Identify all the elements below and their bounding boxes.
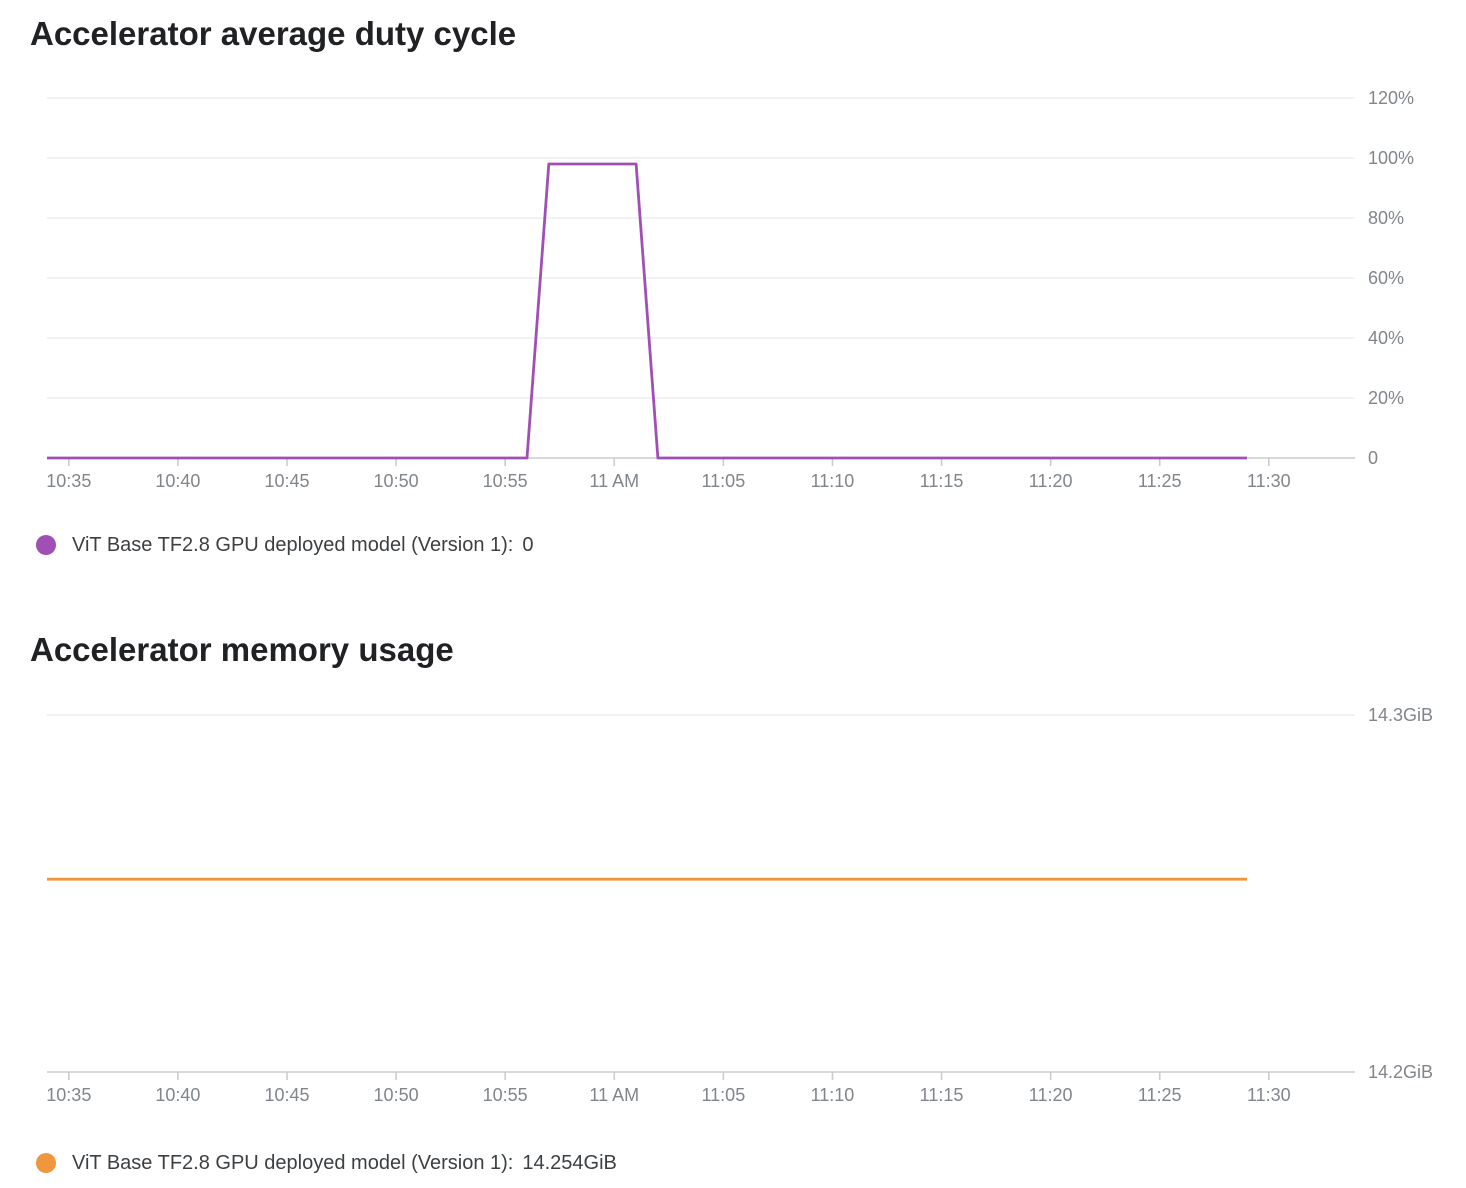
x-tick-label: 11:30 bbox=[1246, 471, 1291, 491]
legend-series-value: 0 bbox=[522, 534, 534, 556]
x-tick-label: 10:45 bbox=[264, 1085, 310, 1105]
y-tick-label: 20% bbox=[1368, 388, 1405, 408]
chart-title-accelerator-memory-usage: Accelerator memory usage bbox=[30, 631, 454, 668]
x-tick-label: 10:55 bbox=[482, 471, 528, 491]
legend-series-dot-icon bbox=[36, 535, 56, 555]
y-tick-label: 14.2GiB bbox=[1368, 1062, 1434, 1082]
legend-memory-usage-series[interactable]: ViT Base TF2.8 GPU deployed model (Versi… bbox=[36, 1150, 617, 1176]
legend-series-value: 14.254GiB bbox=[522, 1152, 617, 1174]
x-tick-label: 10:50 bbox=[373, 471, 419, 491]
x-tick-label: 10:50 bbox=[373, 1085, 419, 1105]
y-tick-label: 0 bbox=[1368, 448, 1379, 468]
legend-duty-cycle-series[interactable]: ViT Base TF2.8 GPU deployed model (Versi… bbox=[36, 532, 533, 558]
y-tick-label: 14.3GiB bbox=[1368, 705, 1434, 725]
y-tick-label: 60% bbox=[1368, 268, 1405, 288]
x-tick-label: 10:40 bbox=[155, 471, 201, 491]
x-tick-label: 11:05 bbox=[701, 471, 746, 491]
legend-series-label: ViT Base TF2.8 GPU deployed model (Versi… bbox=[72, 1152, 514, 1174]
x-tick-label: 11:15 bbox=[919, 1085, 964, 1105]
x-tick-label: 10:35 bbox=[46, 471, 92, 491]
x-tick-label: 11:25 bbox=[1137, 471, 1182, 491]
x-tick-label: 11:30 bbox=[1246, 1085, 1291, 1105]
x-tick-label: 11 AM bbox=[589, 1085, 640, 1105]
x-tick-label: 10:45 bbox=[264, 471, 310, 491]
x-tick-label: 11:05 bbox=[701, 1085, 746, 1105]
x-tick-label: 11:10 bbox=[810, 1085, 855, 1105]
legend-series-dot-icon bbox=[36, 1153, 56, 1173]
x-tick-label: 11:20 bbox=[1028, 471, 1073, 491]
legend-series-label: ViT Base TF2.8 GPU deployed model (Versi… bbox=[72, 534, 514, 556]
x-tick-label: 10:55 bbox=[482, 1085, 528, 1105]
x-tick-label: 10:35 bbox=[46, 1085, 92, 1105]
series-line-duty-cycle bbox=[47, 162, 1247, 460]
x-tick-label: 10:40 bbox=[155, 1085, 201, 1105]
chart-title-accelerator-average-duty-cycle: Accelerator average duty cycle bbox=[30, 15, 517, 52]
y-tick-label: 40% bbox=[1368, 328, 1405, 348]
y-tick-label: 80% bbox=[1368, 208, 1405, 228]
y-tick-label: 120% bbox=[1368, 88, 1415, 108]
x-tick-label: 11:20 bbox=[1028, 1085, 1073, 1105]
y-tick-label: 100% bbox=[1368, 148, 1415, 168]
x-tick-label: 11:15 bbox=[919, 471, 964, 491]
x-tick-label: 11:25 bbox=[1137, 1085, 1182, 1105]
x-tick-label: 11 AM bbox=[589, 471, 640, 491]
x-tick-label: 11:10 bbox=[810, 471, 855, 491]
